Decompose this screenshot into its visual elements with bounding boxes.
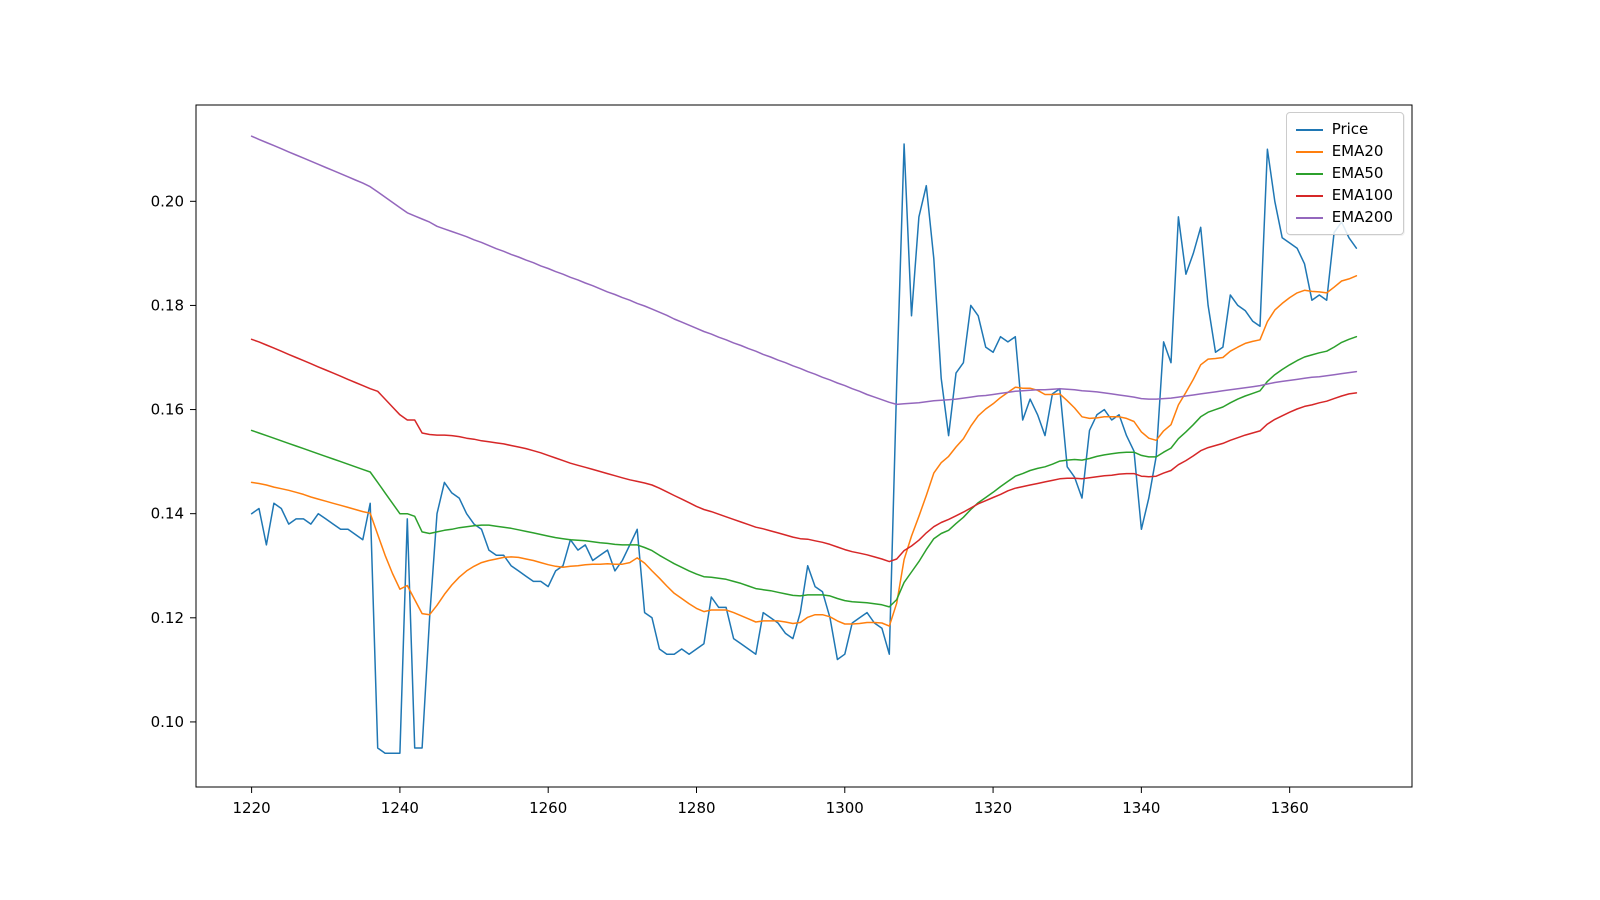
- series-line-price: [250, 143, 1358, 754]
- x-tick-label: 1320: [974, 799, 1012, 817]
- y-tick-label: 0.14: [151, 505, 184, 523]
- series-line-ema20: [250, 275, 1358, 627]
- legend-item-label: EMA200: [1331, 208, 1393, 226]
- legend-line-swatch: [1295, 216, 1323, 219]
- y-tick-label: 0.10: [151, 713, 184, 731]
- legend-item: Price: [1295, 120, 1393, 139]
- series-line-ema50: [250, 335, 1358, 608]
- series-line-ema200: [250, 135, 1358, 406]
- legend-item-label: EMA100: [1331, 186, 1393, 204]
- x-tick-label: 1360: [1271, 799, 1309, 817]
- legend-item-label: EMA20: [1331, 142, 1384, 160]
- legend-line-swatch: [1295, 150, 1323, 153]
- legend-line-swatch: [1295, 172, 1323, 175]
- x-tick-label: 1340: [1122, 799, 1160, 817]
- x-tick-label: 1300: [826, 799, 864, 817]
- x-tick-label: 1260: [529, 799, 567, 817]
- legend-line-swatch: [1295, 194, 1323, 197]
- x-tick-label: 1240: [381, 799, 419, 817]
- y-tick-label: 0.18: [151, 296, 184, 314]
- y-tick-label: 0.16: [151, 401, 184, 419]
- legend: Price EMA20 EMA50 EMA100 EMA200: [1285, 112, 1404, 235]
- x-tick-label: 1220: [233, 799, 271, 817]
- legend-item-label: Price: [1331, 120, 1369, 138]
- legend-item: EMA100: [1295, 186, 1393, 205]
- x-tick-label: 1280: [677, 799, 715, 817]
- y-tick-label: 0.20: [151, 192, 184, 210]
- axes-frame: [195, 104, 1413, 788]
- legend-item: EMA20: [1295, 142, 1393, 161]
- legend-item-label: EMA50: [1331, 164, 1384, 182]
- legend-item: EMA200: [1295, 208, 1393, 227]
- series-line-ema100: [250, 338, 1358, 563]
- y-tick-label: 0.12: [151, 609, 184, 627]
- legend-item: EMA50: [1295, 164, 1393, 183]
- legend-line-swatch: [1295, 128, 1323, 131]
